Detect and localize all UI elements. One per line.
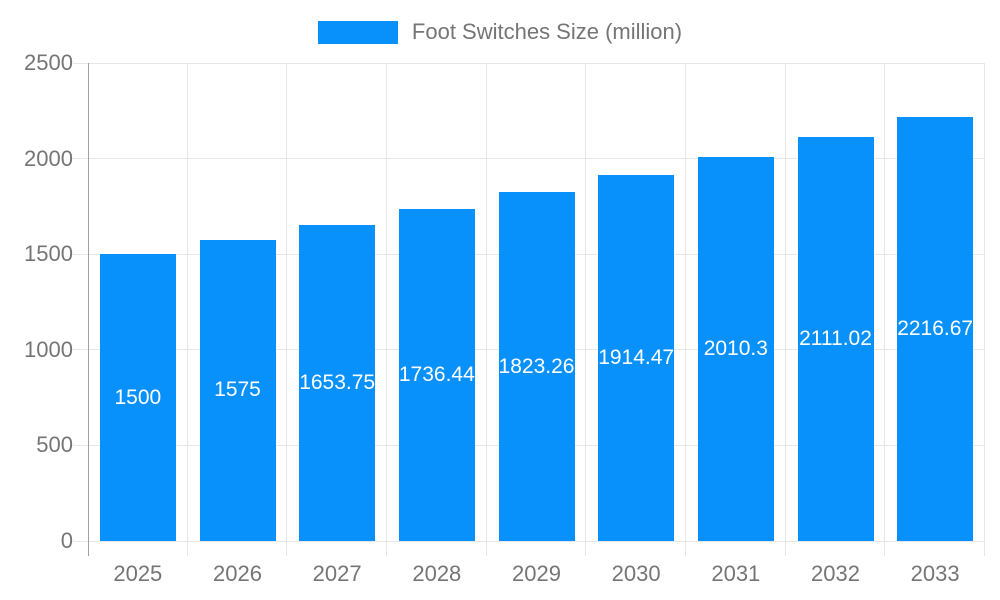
y-axis-line xyxy=(88,63,89,556)
bar-2027[interactable]: 1653.75 xyxy=(299,224,376,541)
bar-2029[interactable]: 1823.26 xyxy=(498,192,575,541)
bar-value-label: 2010.3 xyxy=(703,336,768,360)
y-tick-label: 0 xyxy=(60,528,73,553)
vertical-gridline xyxy=(486,63,487,556)
horizontal-gridline xyxy=(73,540,985,542)
x-tick-label: 2031 xyxy=(711,561,761,586)
y-tick-label: 2500 xyxy=(24,50,73,75)
bar-2025[interactable]: 1500 xyxy=(99,254,176,541)
y-tick-label: 1500 xyxy=(24,241,73,267)
bar-2030[interactable]: 1914.47 xyxy=(598,174,675,541)
bar-value-label: 1575 xyxy=(214,378,261,402)
bar-value-label: 1914.47 xyxy=(598,345,675,369)
horizontal-gridline xyxy=(73,62,985,64)
x-tick-label: 2025 xyxy=(113,561,163,586)
x-tick-label: 2027 xyxy=(312,561,362,586)
y-tick-label: 2000 xyxy=(24,145,73,171)
x-tick-label: 2030 xyxy=(611,561,661,586)
vertical-gridline xyxy=(984,63,985,556)
bar-value-label: 1823.26 xyxy=(498,354,575,378)
y-tick-label: 1000 xyxy=(24,336,73,362)
bar-2032[interactable]: 2111.02 xyxy=(797,137,874,541)
x-tick-label: 2029 xyxy=(512,561,561,586)
plot-area: 1500 1575 1653.75 1736.44 1823.26 1914.47 2010… xyxy=(73,62,985,556)
bar-2028[interactable]: 1736.44 xyxy=(398,209,475,541)
bar-value-label: 2216.67 xyxy=(897,317,974,341)
vertical-gridline xyxy=(187,63,188,556)
y-tick-label: 500 xyxy=(36,432,73,458)
bar-value-label: 1736.44 xyxy=(398,363,475,386)
vertical-gridline xyxy=(286,63,287,556)
bar-value-label: 1653.75 xyxy=(299,370,376,394)
vertical-gridline xyxy=(585,63,586,556)
bar-value-label: 1500 xyxy=(114,385,162,409)
bar-2031[interactable]: 2010.3 xyxy=(697,156,774,541)
x-tick-label: 2028 xyxy=(412,561,462,586)
vertical-gridline xyxy=(884,63,885,556)
bar-2033[interactable]: 2216.67 xyxy=(897,117,974,541)
bar-value-label: 2111.02 xyxy=(799,327,872,351)
x-tick-label: 2032 xyxy=(811,561,860,586)
bar-2026[interactable]: 1575 xyxy=(199,239,276,541)
vertical-gridline xyxy=(386,63,387,556)
legend-swatch[interactable] xyxy=(317,20,398,44)
vertical-gridline xyxy=(785,63,786,556)
legend-label[interactable]: Foot Switches Size (million) xyxy=(411,19,683,44)
x-tick-label: 2026 xyxy=(213,561,262,586)
legend: Foot Switches Size (million) xyxy=(0,18,1000,46)
x-tick-label: 2033 xyxy=(910,561,960,586)
horizontal-gridline xyxy=(73,158,985,160)
vertical-gridline xyxy=(685,63,686,556)
